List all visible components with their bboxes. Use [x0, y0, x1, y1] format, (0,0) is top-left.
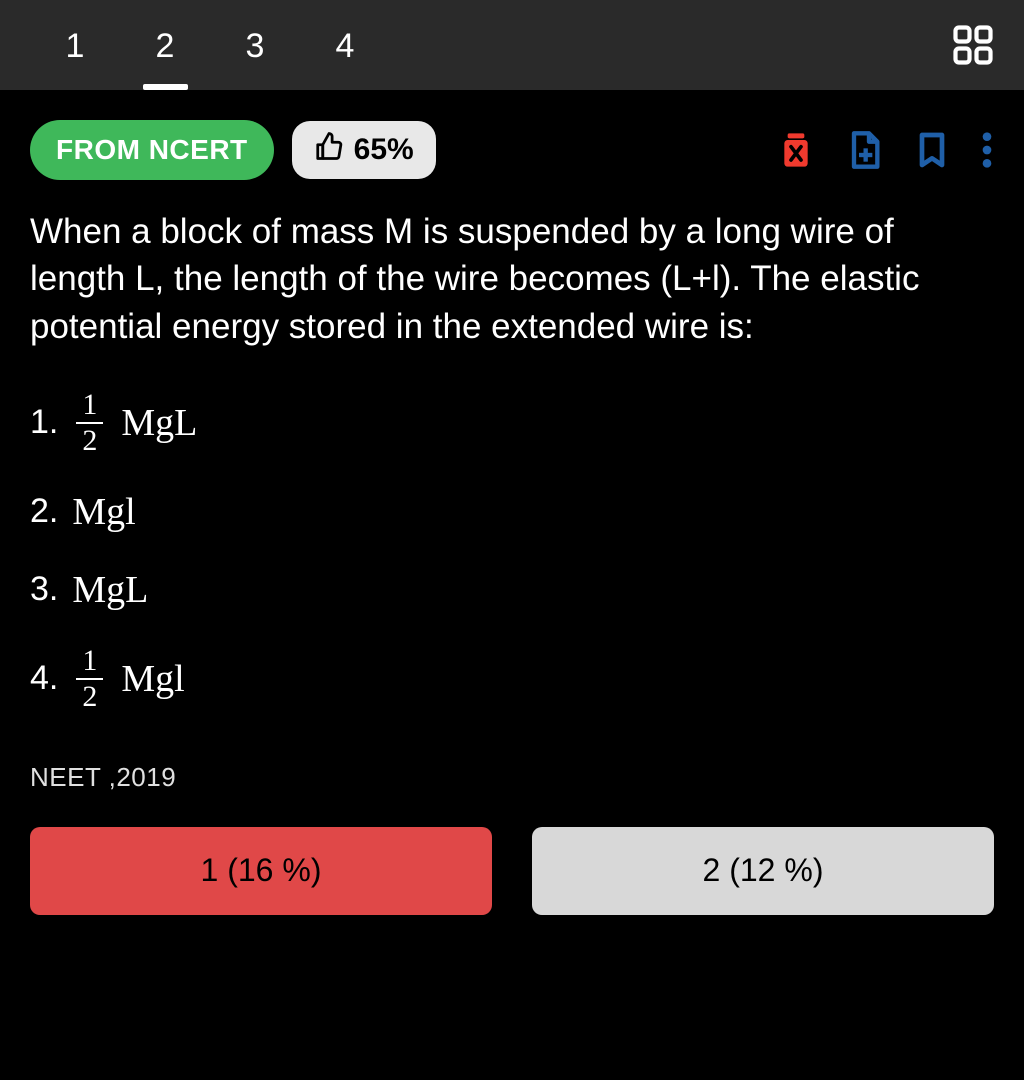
- tab-3[interactable]: 3: [210, 7, 300, 84]
- add-note-icon[interactable]: [844, 130, 884, 170]
- option-number: 4.: [30, 659, 58, 698]
- option-tail: Mgl: [72, 490, 135, 534]
- tab-1[interactable]: 1: [30, 7, 120, 84]
- fraction-numerator: 1: [76, 646, 103, 680]
- meta-row: FROM NCERT 65%: [30, 120, 994, 180]
- option-tail: Mgl: [121, 657, 184, 701]
- option-tail: MgL: [72, 568, 148, 612]
- option-1[interactable]: 1. 1 2 MgL: [30, 390, 994, 456]
- content: FROM NCERT 65%: [0, 90, 1024, 915]
- tab-2[interactable]: 2: [120, 7, 210, 84]
- option-number: 3.: [30, 570, 58, 609]
- grid-icon[interactable]: [952, 24, 994, 66]
- answer-button-2[interactable]: 2 (12 %): [532, 827, 994, 915]
- answer-button-1[interactable]: 1 (16 %): [30, 827, 492, 915]
- tab-bar: 1 2 3 4: [0, 0, 1024, 90]
- option-number: 1.: [30, 403, 58, 442]
- question-source: NEET ,2019: [30, 762, 994, 793]
- tab-4[interactable]: 4: [300, 7, 390, 84]
- like-percent: 65%: [354, 133, 414, 167]
- answer-row: 1 (16 %) 2 (12 %): [30, 827, 994, 915]
- more-icon[interactable]: [980, 130, 994, 170]
- icon-row: [776, 130, 994, 170]
- ncert-badge: FROM NCERT: [30, 120, 274, 180]
- option-3[interactable]: 3. MgL: [30, 568, 994, 612]
- option-4[interactable]: 4. 1 2 Mgl: [30, 646, 994, 712]
- tabs: 1 2 3 4: [30, 7, 390, 84]
- fraction-denominator: 2: [76, 424, 103, 456]
- option-number: 2.: [30, 492, 58, 531]
- thumb-up-icon: [314, 131, 344, 169]
- option-2[interactable]: 2. Mgl: [30, 490, 994, 534]
- question-text: When a block of mass M is suspended by a…: [30, 208, 994, 350]
- like-button[interactable]: 65%: [292, 121, 436, 179]
- option-tail: MgL: [121, 401, 197, 445]
- delete-icon[interactable]: [776, 130, 816, 170]
- options-list: 1. 1 2 MgL 2. Mgl 3. MgL 4. 1 2 Mgl: [30, 390, 994, 712]
- bookmark-icon[interactable]: [912, 130, 952, 170]
- fraction-denominator: 2: [76, 680, 103, 712]
- fraction-numerator: 1: [76, 390, 103, 424]
- fraction: 1 2: [76, 646, 103, 712]
- fraction: 1 2: [76, 390, 103, 456]
